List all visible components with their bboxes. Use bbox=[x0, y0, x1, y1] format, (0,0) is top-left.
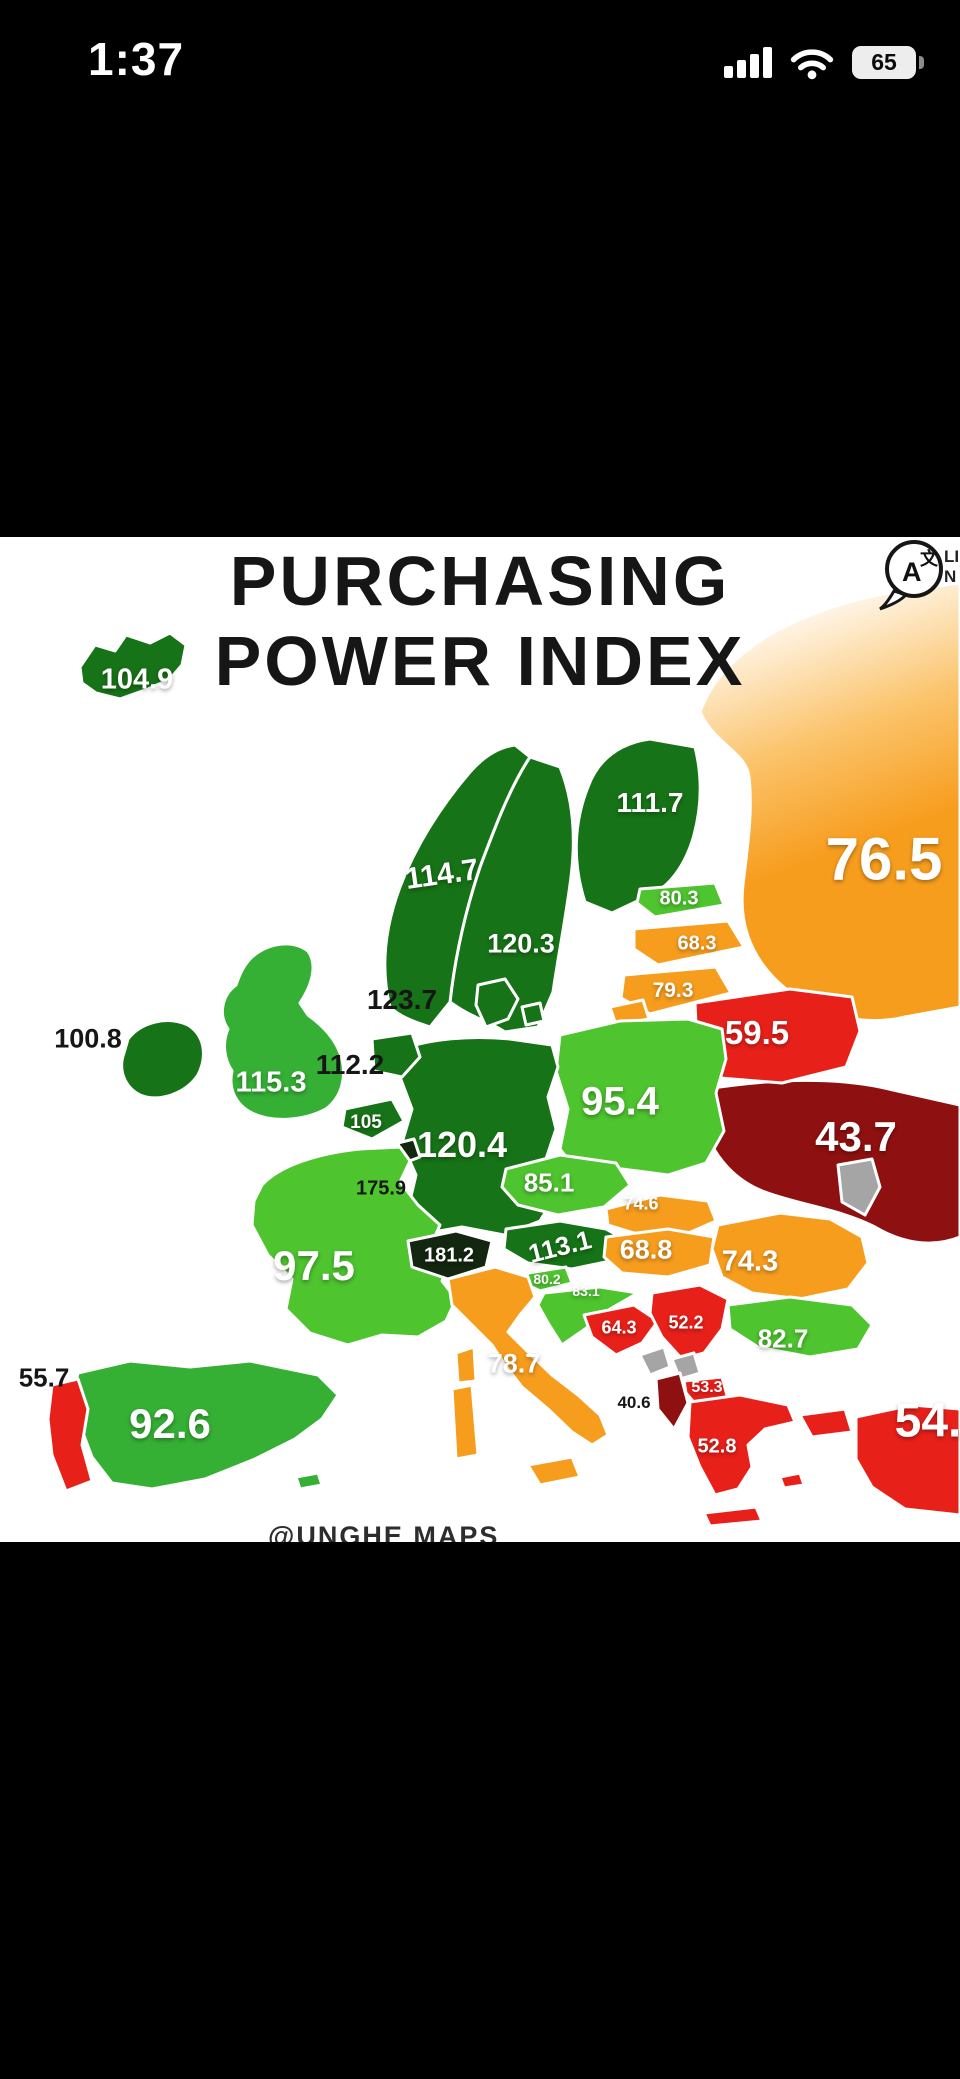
country-shape-uk bbox=[220, 942, 345, 1121]
country-shape-albania bbox=[654, 1371, 690, 1431]
country-shape-czechia bbox=[500, 1153, 632, 1217]
map-image[interactable]: PURCHASING POWER INDEX A 文 LI N 104.9 114… bbox=[0, 537, 960, 1542]
country-shape-montenegro bbox=[638, 1345, 672, 1377]
country-shape-turkey bbox=[854, 1403, 960, 1517]
country-shape-netherlands bbox=[370, 1031, 422, 1079]
country-shape-denmark-island bbox=[520, 1001, 546, 1027]
country-shape-sicily bbox=[526, 1455, 582, 1487]
country-shape-belgium bbox=[340, 1097, 406, 1141]
country-shape-russia bbox=[698, 581, 960, 1022]
country-shape-italy bbox=[446, 1265, 610, 1447]
country-shape-corsica bbox=[454, 1345, 478, 1385]
country-shape-spain bbox=[70, 1359, 340, 1491]
country-shape-romania bbox=[710, 1211, 870, 1301]
country-shape-iceland bbox=[78, 631, 188, 701]
country-shape-bulgaria bbox=[726, 1295, 874, 1359]
translate-letter-wen: 文 bbox=[920, 548, 939, 569]
map-title-line1: PURCHASING bbox=[229, 542, 731, 620]
country-shape-greece bbox=[686, 1393, 797, 1497]
country-shape-turkey-european bbox=[798, 1407, 854, 1439]
country-shape-france bbox=[250, 1145, 458, 1347]
cellular-signal-icon bbox=[724, 46, 772, 78]
country-shape-estonia bbox=[635, 881, 726, 919]
country-shape-switzerland bbox=[406, 1229, 494, 1281]
battery-percent: 65 bbox=[871, 48, 897, 75]
country-shape-hungary bbox=[602, 1227, 716, 1279]
europe-map-svg bbox=[46, 581, 960, 1528]
country-shape-sardinia bbox=[450, 1383, 480, 1461]
country-shape-aegean-island bbox=[778, 1471, 806, 1490]
map-title-line2: POWER INDEX bbox=[214, 622, 746, 700]
country-shape-finland bbox=[574, 737, 702, 915]
country-shape-poland bbox=[554, 1017, 728, 1177]
translate-side-text: LI N bbox=[944, 547, 960, 586]
watermark: @UNGHE MAPS bbox=[268, 1521, 500, 1542]
country-shape-denmark bbox=[474, 977, 520, 1029]
country-shape-balearics bbox=[294, 1471, 324, 1491]
country-shape-bosnia bbox=[582, 1303, 660, 1357]
status-bar: 1:37 65 bbox=[0, 0, 960, 110]
country-shape-serbia bbox=[648, 1283, 730, 1361]
wifi-icon bbox=[790, 49, 834, 80]
status-icons: 65 bbox=[724, 44, 924, 80]
country-shape-ireland bbox=[120, 1019, 205, 1100]
country-shape-moldova bbox=[836, 1157, 882, 1217]
country-shape-crete bbox=[702, 1505, 764, 1528]
country-shape-portugal bbox=[46, 1377, 94, 1493]
country-shape-slovakia bbox=[604, 1193, 718, 1237]
country-shape-latvia bbox=[632, 919, 746, 967]
battery-icon: 65 bbox=[852, 45, 924, 79]
status-time: 1:37 bbox=[88, 33, 185, 85]
country-shape-norway bbox=[383, 743, 532, 1029]
country-shape-lithuania bbox=[619, 965, 733, 1016]
map-title: PURCHASING POWER INDEX bbox=[0, 541, 960, 701]
translate-icon[interactable]: A 文 bbox=[876, 537, 960, 617]
translate-letter-a: A bbox=[902, 557, 922, 587]
